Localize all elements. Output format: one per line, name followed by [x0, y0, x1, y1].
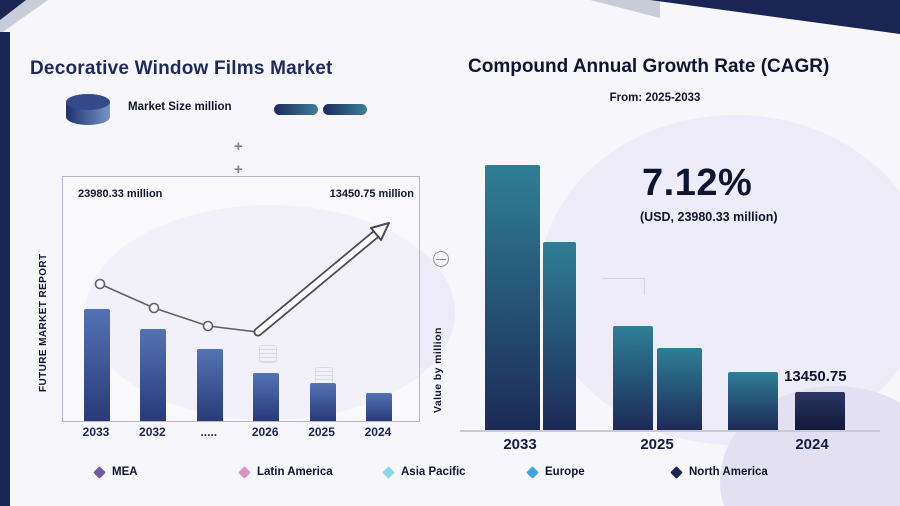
right-x-label: 2033	[503, 436, 537, 453]
corner-decoration-top-left-navy	[0, 0, 26, 20]
corner-decoration-top-right-navy	[650, 0, 900, 34]
legend-diamond-icon	[382, 465, 395, 479]
left-bar-slot	[77, 309, 117, 421]
market-size-bar	[309, 383, 336, 421]
right-y-axis-label: Value by million	[432, 327, 444, 413]
right-x-label: 2025	[640, 436, 674, 453]
cagr-bar	[613, 326, 653, 430]
plus-decoration: +	[234, 138, 243, 155]
left-x-label: 2024	[364, 425, 392, 439]
market-size-bar	[196, 349, 223, 421]
circle-minus-decoration	[433, 251, 449, 267]
left-x-label: 2033	[82, 425, 110, 439]
cagr-bar	[657, 348, 702, 430]
cagr-note: (USD, 23980.33 million)	[640, 210, 778, 224]
plus-decoration: +	[234, 161, 243, 178]
cagr-bar	[728, 372, 778, 430]
min-value-label: 13450.75 million	[329, 188, 414, 200]
cagr-bar	[795, 392, 845, 430]
market-size-bar	[140, 329, 167, 421]
bracket-decoration	[602, 278, 645, 295]
cagr-bar	[543, 242, 576, 430]
market-size-bar	[253, 373, 280, 421]
market-size-chart	[62, 176, 420, 422]
left-x-axis: 2033 2032..... 2026 2025 2024	[76, 425, 398, 439]
market-size-bar	[365, 393, 392, 421]
cagr-value: 7.12%	[642, 162, 753, 204]
left-bar-slot	[190, 349, 230, 421]
left-x-label: 2026	[251, 425, 279, 439]
cagr-bar	[485, 165, 540, 430]
legend-label: Europe	[545, 466, 585, 478]
corner-decoration-top-right-gray	[590, 0, 660, 18]
left-bar-slot	[359, 393, 399, 421]
legend-item-europe: Europe	[526, 465, 585, 479]
cagr-chart	[460, 147, 880, 432]
left-y-axis-label: FUTURE MARKET REPORT	[38, 253, 49, 392]
legend-label: Asia Pacific	[401, 466, 466, 478]
legend-diamond-icon	[238, 465, 251, 479]
left-bar-slot	[246, 373, 286, 421]
watermark-icon	[259, 345, 277, 363]
left-edge-bar	[0, 32, 10, 506]
legend-diamond-icon	[526, 465, 539, 479]
market-size-bars	[77, 291, 399, 421]
market-size-legend-label: Market Size million	[128, 101, 232, 113]
right-chart-subtitle: From: 2025-2033	[609, 92, 701, 104]
legend-item-latin-america: Latin America	[238, 465, 333, 479]
legend-diamond-icon	[93, 465, 106, 479]
legend-label: North America	[689, 466, 768, 478]
market-size-bar	[84, 309, 110, 421]
legend-pill-icon	[323, 104, 367, 115]
cylinder-icon	[66, 94, 110, 125]
legend-item-mea: MEA	[93, 465, 138, 479]
legend-diamond-icon	[670, 465, 683, 479]
legend-item-asia-pacific: Asia Pacific	[382, 465, 466, 479]
left-x-label: .....	[200, 425, 218, 439]
left-bar-slot	[133, 329, 173, 421]
left-x-label: 2032	[139, 425, 166, 439]
max-value-label: 23980.33 million	[78, 188, 163, 200]
left-chart-title: Decorative Window Films Market	[30, 58, 333, 79]
left-bar-slot	[303, 383, 343, 421]
right-chart-title: Compound Annual Growth Rate (CAGR)	[468, 56, 830, 77]
legend-label: MEA	[112, 466, 138, 478]
right-x-label: 2024	[795, 436, 829, 453]
value-callout: 13450.75	[784, 368, 847, 385]
legend-pill-icon	[274, 104, 318, 115]
legend-label: Latin America	[257, 466, 333, 478]
region-legend: MEA Latin America Asia Pacific Europe North …	[0, 465, 900, 492]
right-x-axis: 2033 2025 2024	[460, 436, 880, 458]
left-x-label: 2025	[308, 425, 335, 439]
legend-item-north-america: North America	[670, 465, 768, 479]
